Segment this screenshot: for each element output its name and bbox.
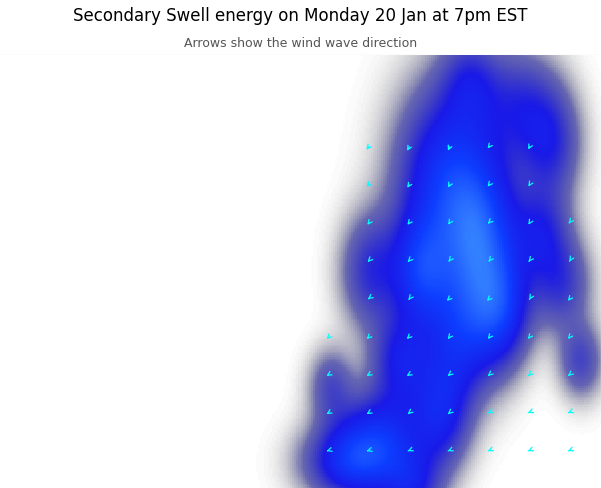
Text: Secondary Swell energy on Monday 20 Jan at 7pm EST: Secondary Swell energy on Monday 20 Jan … [73, 7, 528, 25]
Text: Arrows show the wind wave direction: Arrows show the wind wave direction [184, 37, 417, 50]
